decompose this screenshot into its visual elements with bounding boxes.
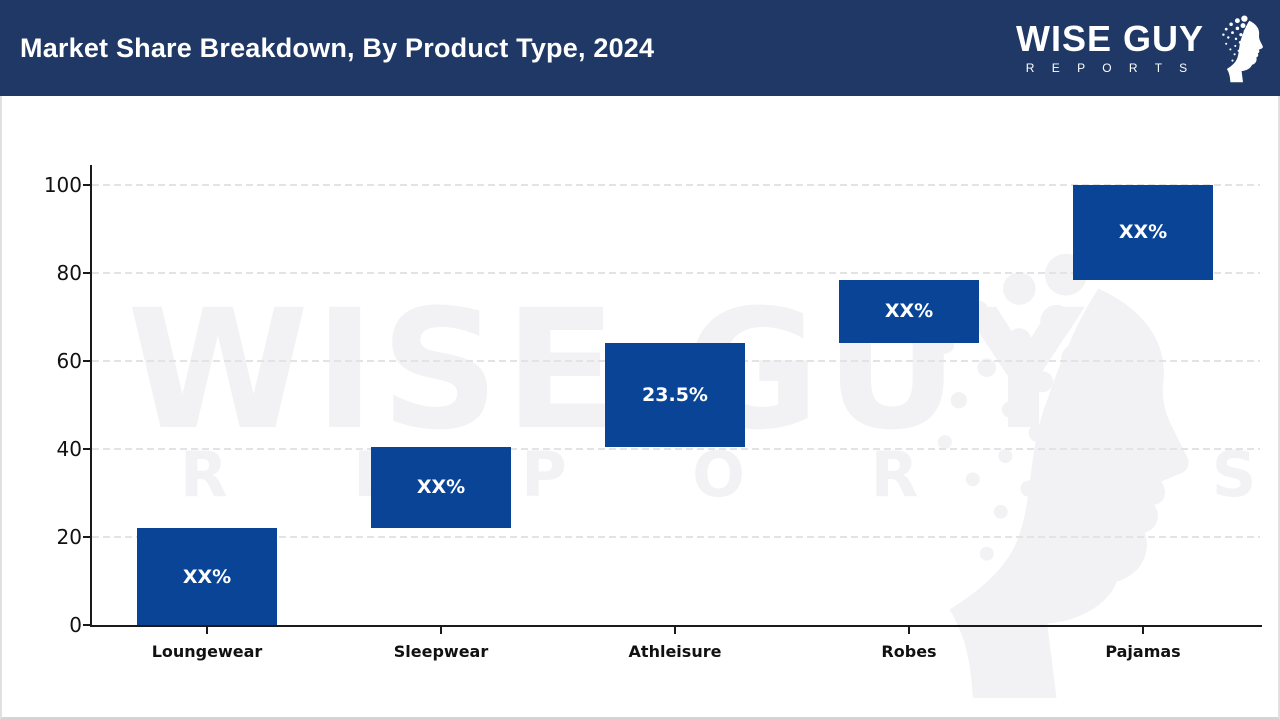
y-tick-mark-80 xyxy=(83,272,90,274)
plot: 0 20 40 60 80 100 XX% Loungewear XX% Sleepwear 23.… xyxy=(2,96,1278,717)
bar-sleepwear: XX% xyxy=(371,446,511,529)
y-tick-label-20: 20 xyxy=(56,525,82,549)
header: Market Share Breakdown, By Product Type,… xyxy=(0,0,1280,96)
x-category-label-athleisure: Athleisure xyxy=(628,642,722,661)
bar-robes: XX% xyxy=(839,279,979,344)
bar-value-label: XX% xyxy=(416,476,466,499)
gridline-20 xyxy=(92,536,1260,538)
x-category-label-robes: Robes xyxy=(881,642,937,661)
bar-value-label: XX% xyxy=(1118,221,1168,244)
y-tick-mark-100 xyxy=(83,184,90,186)
y-tick-mark-0 xyxy=(83,624,90,626)
x-category-label-sleepwear: Sleepwear xyxy=(393,642,489,661)
y-tick-label-40: 40 xyxy=(56,437,82,461)
y-tick-label-80: 80 xyxy=(56,261,82,285)
logo-text: WISE GUY R E P O R T S xyxy=(1015,18,1204,76)
logo-name: WISE GUY xyxy=(1015,18,1204,59)
y-tick-label-100: 100 xyxy=(43,173,82,197)
y-tick-mark-20 xyxy=(83,536,90,538)
y-tick-mark-60 xyxy=(83,360,90,362)
bar-pajamas: XX% xyxy=(1073,185,1213,280)
x-tick-mark-1 xyxy=(440,627,442,634)
x-tick-mark-3 xyxy=(908,627,910,634)
bar-value-label: 23.5% xyxy=(642,384,708,407)
x-tick-mark-2 xyxy=(674,627,676,634)
gridline-40 xyxy=(92,448,1260,450)
y-axis-line xyxy=(90,165,92,627)
chart-area: WISE GUY R E P O R T S 0 20 40 60 80 100 XX% Lo… xyxy=(2,96,1278,717)
page-title: Market Share Breakdown, By Product Type,… xyxy=(20,32,655,63)
bar-athleisure: 23.5% xyxy=(605,343,745,447)
gridline-80 xyxy=(92,272,1260,274)
logo-tagline: R E P O R T S xyxy=(1025,61,1195,75)
x-category-label-pajamas: Pajamas xyxy=(1105,642,1181,661)
y-tick-label-60: 60 xyxy=(56,349,82,373)
x-tick-mark-0 xyxy=(206,627,208,634)
bar-value-label: XX% xyxy=(182,565,232,588)
x-tick-mark-4 xyxy=(1142,627,1144,634)
gridline-100 xyxy=(92,184,1260,186)
bar-value-label: XX% xyxy=(884,300,934,323)
x-axis-line xyxy=(90,625,1262,627)
y-tick-mark-40 xyxy=(83,448,90,450)
y-tick-label-0: 0 xyxy=(69,613,82,637)
wiseguy-logo: WISE GUY R E P O R T S xyxy=(1016,12,1264,84)
bar-loungewear: XX% xyxy=(137,528,277,625)
dotted-face-icon xyxy=(1222,15,1263,83)
x-category-label-loungewear: Loungewear xyxy=(151,642,263,661)
